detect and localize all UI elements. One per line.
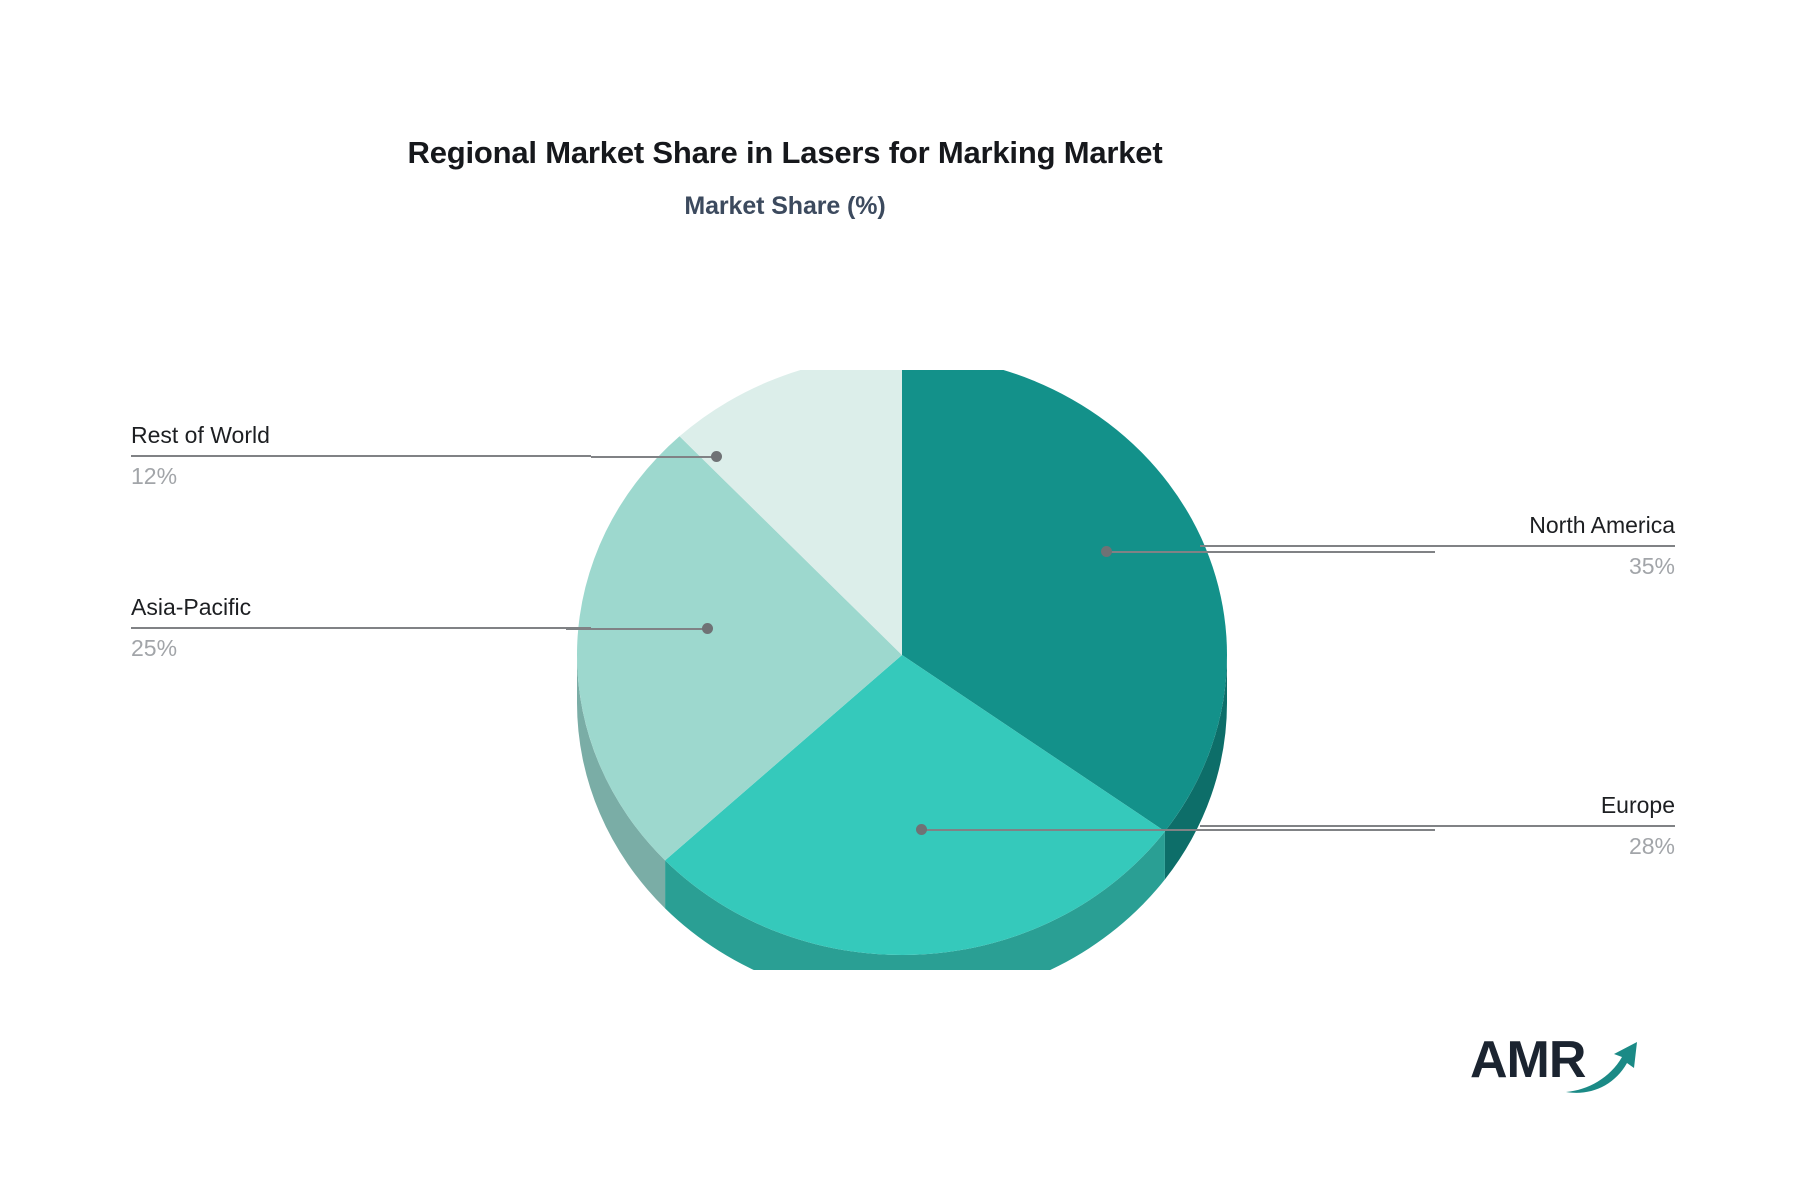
pie-slice-rest-of-world[interactable] [679,370,902,655]
pie-slice-europe[interactable] [665,655,1165,955]
callout-europe: Europe 28% [1200,790,1675,863]
leader-line-rest-of-world [591,456,717,458]
amr-logo-svg: AMR [1470,1031,1637,1093]
leader-dot-north-america [1101,546,1112,557]
pie-top-slices [577,370,1227,955]
callout-rule-europe [1200,825,1675,827]
leader-dot-asia-pacific [702,623,713,634]
callout-label-asia-pacific: Asia-Pacific [131,594,252,620]
callout-value-north-america: 35% [1628,553,1675,579]
callout-asia-pacific: Asia-Pacific 25% [131,592,591,665]
callout-rule-north-america [1200,545,1675,547]
leader-dot-rest-of-world [711,451,722,462]
amr-logo-arrow-icon [1566,1042,1637,1093]
pie-side-europe [665,831,1165,970]
amr-logo: AMR [1470,1030,1645,1098]
callout-value-europe: 28% [1628,833,1675,859]
callout-rule-asia-pacific [131,627,591,629]
pie-slice-asia-pacific[interactable] [577,436,902,861]
pie-chart [577,370,1229,970]
pie-side-asia-pacific [577,655,666,909]
chart-title: Regional Market Share in Lasers for Mark… [407,135,1163,170]
chart-subtitle: Market Share (%) [684,192,886,220]
pie-svg [577,370,1227,970]
callout-rest-of-world: Rest of World 12% [131,420,591,493]
pie-slice-north-america[interactable] [902,370,1227,832]
callout-value-rest-of-world: 12% [131,463,178,489]
leader-line-asia-pacific [566,628,708,630]
leader-line-europe [921,829,1435,831]
callout-value-asia-pacific: 25% [131,635,178,661]
callout-north-america: North America 35% [1200,510,1675,583]
amr-logo-wordmark: AMR [1470,1031,1586,1089]
callout-rule-rest-of-world [131,455,591,457]
callout-label-europe: Europe [1600,792,1675,818]
leader-dot-europe [916,824,927,835]
callout-label-rest-of-world: Rest of World [131,422,270,448]
pie-3d-sides [577,655,1227,970]
leader-line-north-america [1106,551,1435,553]
callout-label-north-america: North America [1529,512,1675,538]
pie-side-north-america [1164,655,1227,880]
